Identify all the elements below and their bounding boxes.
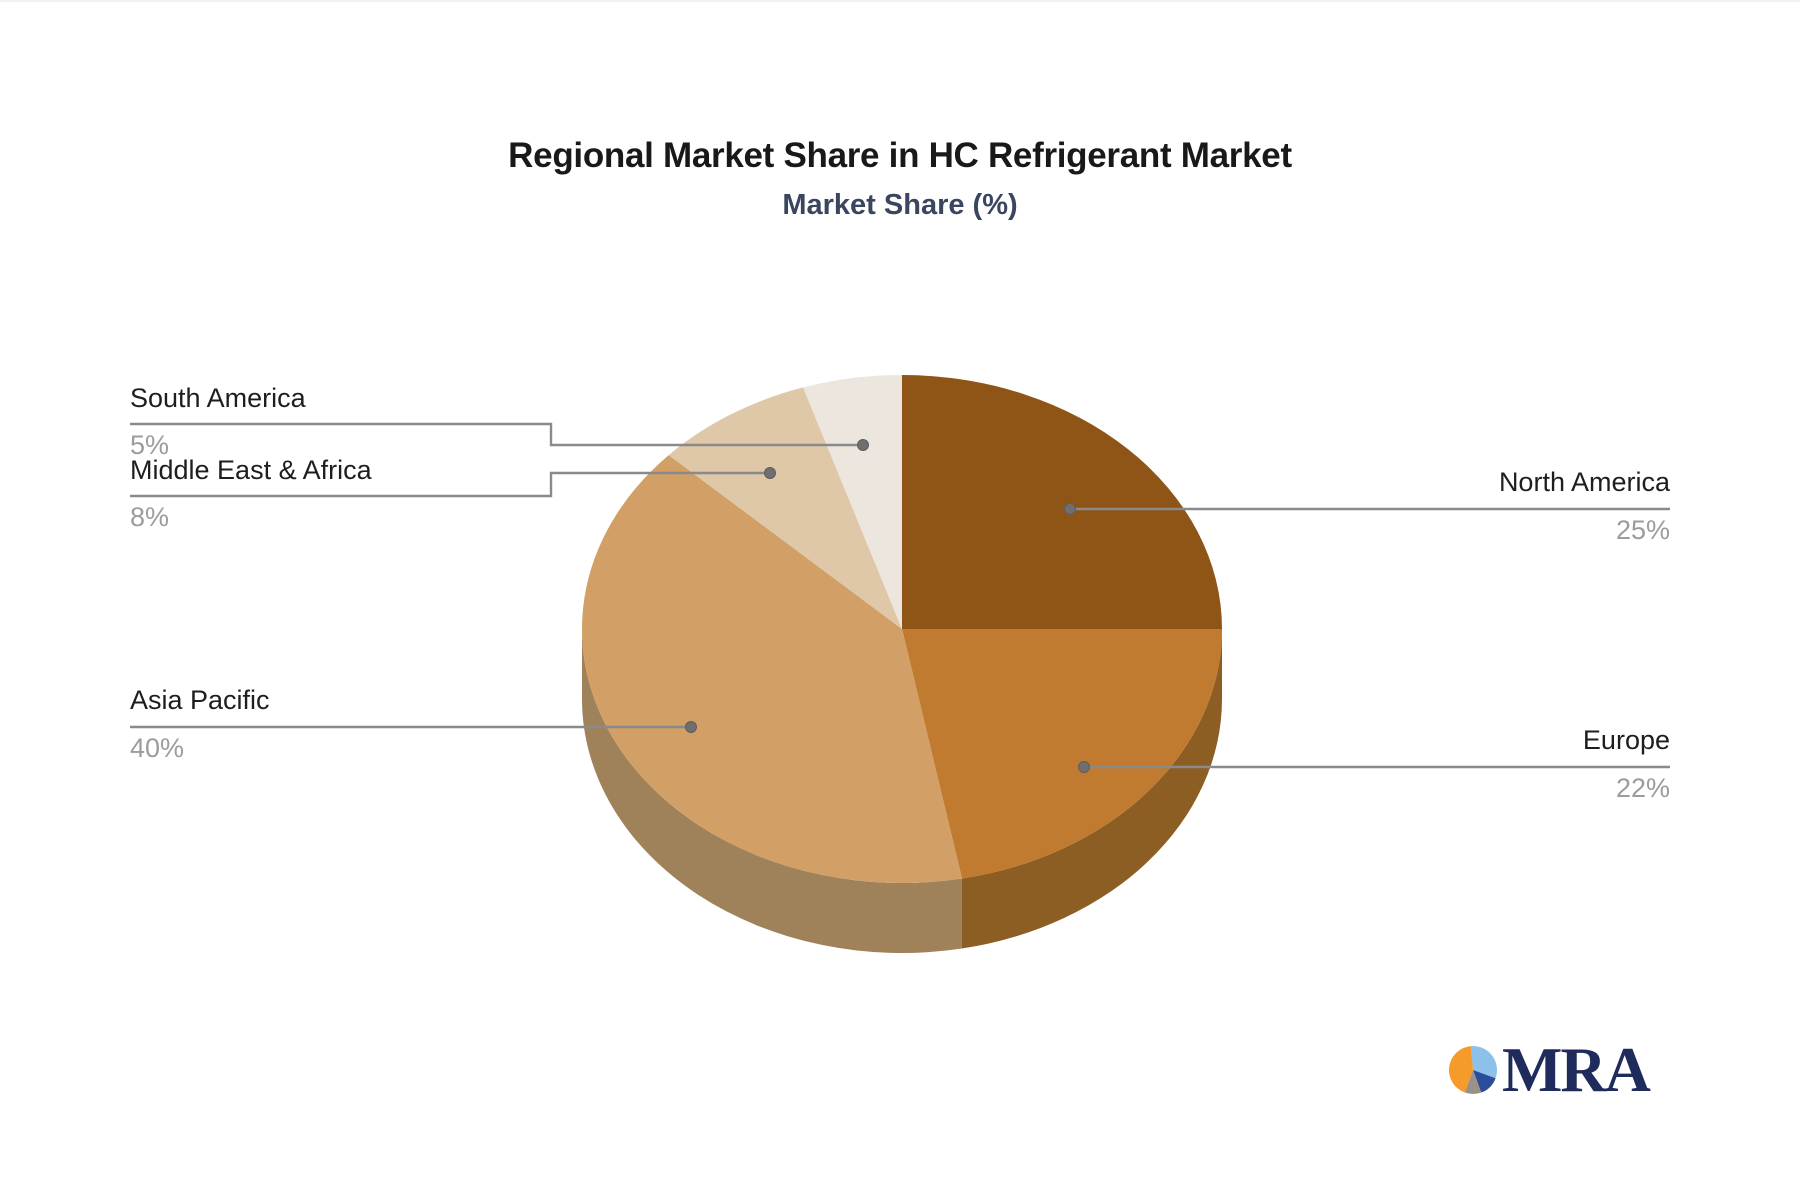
chart-title: Regional Market Share in HC Refrigerant … bbox=[508, 136, 1292, 175]
mra-logo-pie-icon bbox=[1449, 1046, 1497, 1094]
logo-wedge-orange bbox=[1449, 1046, 1473, 1093]
pct-south-america: 5% bbox=[130, 430, 170, 460]
pie-slice-middle-east-africa[interactable] bbox=[668, 387, 902, 629]
pct-europe: 22% bbox=[1615, 773, 1670, 803]
logo-wedge-gray bbox=[1464, 1070, 1482, 1094]
mra-logo-text: MRA bbox=[1502, 1034, 1651, 1105]
leader-dot-europe bbox=[1078, 761, 1090, 773]
pct-north-america: 25% bbox=[1615, 515, 1670, 545]
logo-wedge-navy bbox=[1473, 1070, 1496, 1093]
leader-line-middle-east-africa bbox=[130, 471, 770, 498]
pie-slice-side-europe bbox=[961, 629, 1222, 949]
leader-dot-asia-pacific bbox=[685, 721, 697, 733]
pct-asia-pacific: 40% bbox=[130, 733, 185, 763]
leader-line-south-america bbox=[130, 422, 863, 447]
pie-slice-side-asia-pacific bbox=[582, 629, 962, 954]
leader-dot-south-america bbox=[857, 439, 869, 451]
label-south-america: South America bbox=[130, 383, 306, 413]
pct-middle-east-africa: 8% bbox=[130, 502, 170, 532]
pie-slice-south-america[interactable] bbox=[803, 375, 902, 629]
logo-wedge-light-blue bbox=[1470, 1046, 1497, 1079]
chart-subtitle: Market Share (%) bbox=[782, 189, 1018, 221]
pie-slice-europe[interactable] bbox=[902, 629, 1222, 879]
mra-logo: MRA bbox=[1448, 1034, 1651, 1105]
label-north-america: North America bbox=[1498, 467, 1670, 497]
label-middle-east-africa: Middle East & Africa bbox=[130, 455, 372, 485]
leader-dot-north-america bbox=[1064, 503, 1076, 515]
label-asia-pacific: Asia Pacific bbox=[130, 685, 270, 715]
label-europe: Europe bbox=[1582, 725, 1670, 755]
pie-slice-asia-pacific[interactable] bbox=[582, 455, 962, 883]
pie-slice-north-america[interactable] bbox=[902, 375, 1222, 629]
top-border bbox=[0, 0, 1800, 2]
leader-dot-middle-east-africa bbox=[764, 467, 776, 479]
